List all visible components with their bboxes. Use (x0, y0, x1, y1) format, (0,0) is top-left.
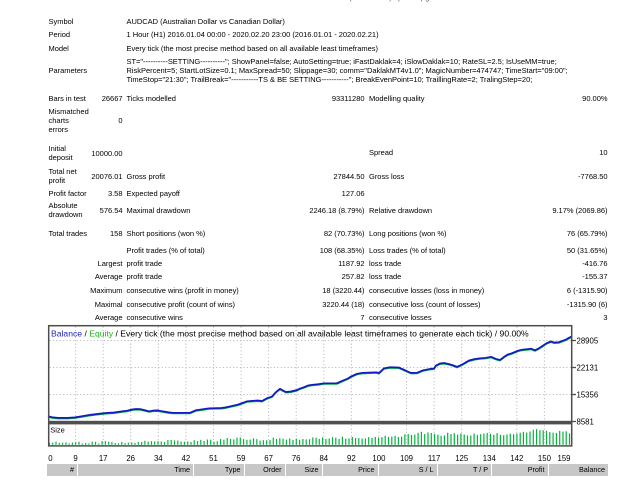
svg-text:15356: 15356 (577, 390, 599, 399)
svg-text:134: 134 (483, 454, 497, 463)
svg-text:42: 42 (182, 454, 191, 463)
svg-text:8581: 8581 (577, 417, 594, 426)
svg-text:34: 34 (154, 454, 163, 463)
svg-text:109: 109 (400, 454, 413, 463)
svg-text:125: 125 (455, 454, 469, 463)
svg-text:92: 92 (347, 454, 356, 463)
svg-text:59: 59 (237, 454, 246, 463)
svg-text:9: 9 (73, 454, 77, 463)
svg-text:117: 117 (428, 454, 440, 463)
svg-text:150: 150 (538, 454, 552, 463)
svg-text:100: 100 (372, 454, 386, 463)
svg-text:Size: Size (50, 426, 65, 435)
svg-text:76: 76 (292, 454, 301, 463)
svg-text:51: 51 (209, 454, 218, 463)
svg-text:26: 26 (126, 454, 135, 463)
svg-text:84: 84 (319, 454, 328, 463)
svg-text:28905: 28905 (577, 336, 599, 345)
svg-text:0: 0 (48, 454, 53, 463)
svg-text:67: 67 (264, 454, 273, 463)
svg-text:142: 142 (510, 454, 523, 463)
svg-text:Balance / Equity / Every tick: Balance / Equity / Every tick (the most … (51, 328, 529, 338)
svg-text:17: 17 (99, 454, 108, 463)
svg-text:159: 159 (557, 454, 570, 463)
svg-text:22131: 22131 (577, 363, 599, 372)
